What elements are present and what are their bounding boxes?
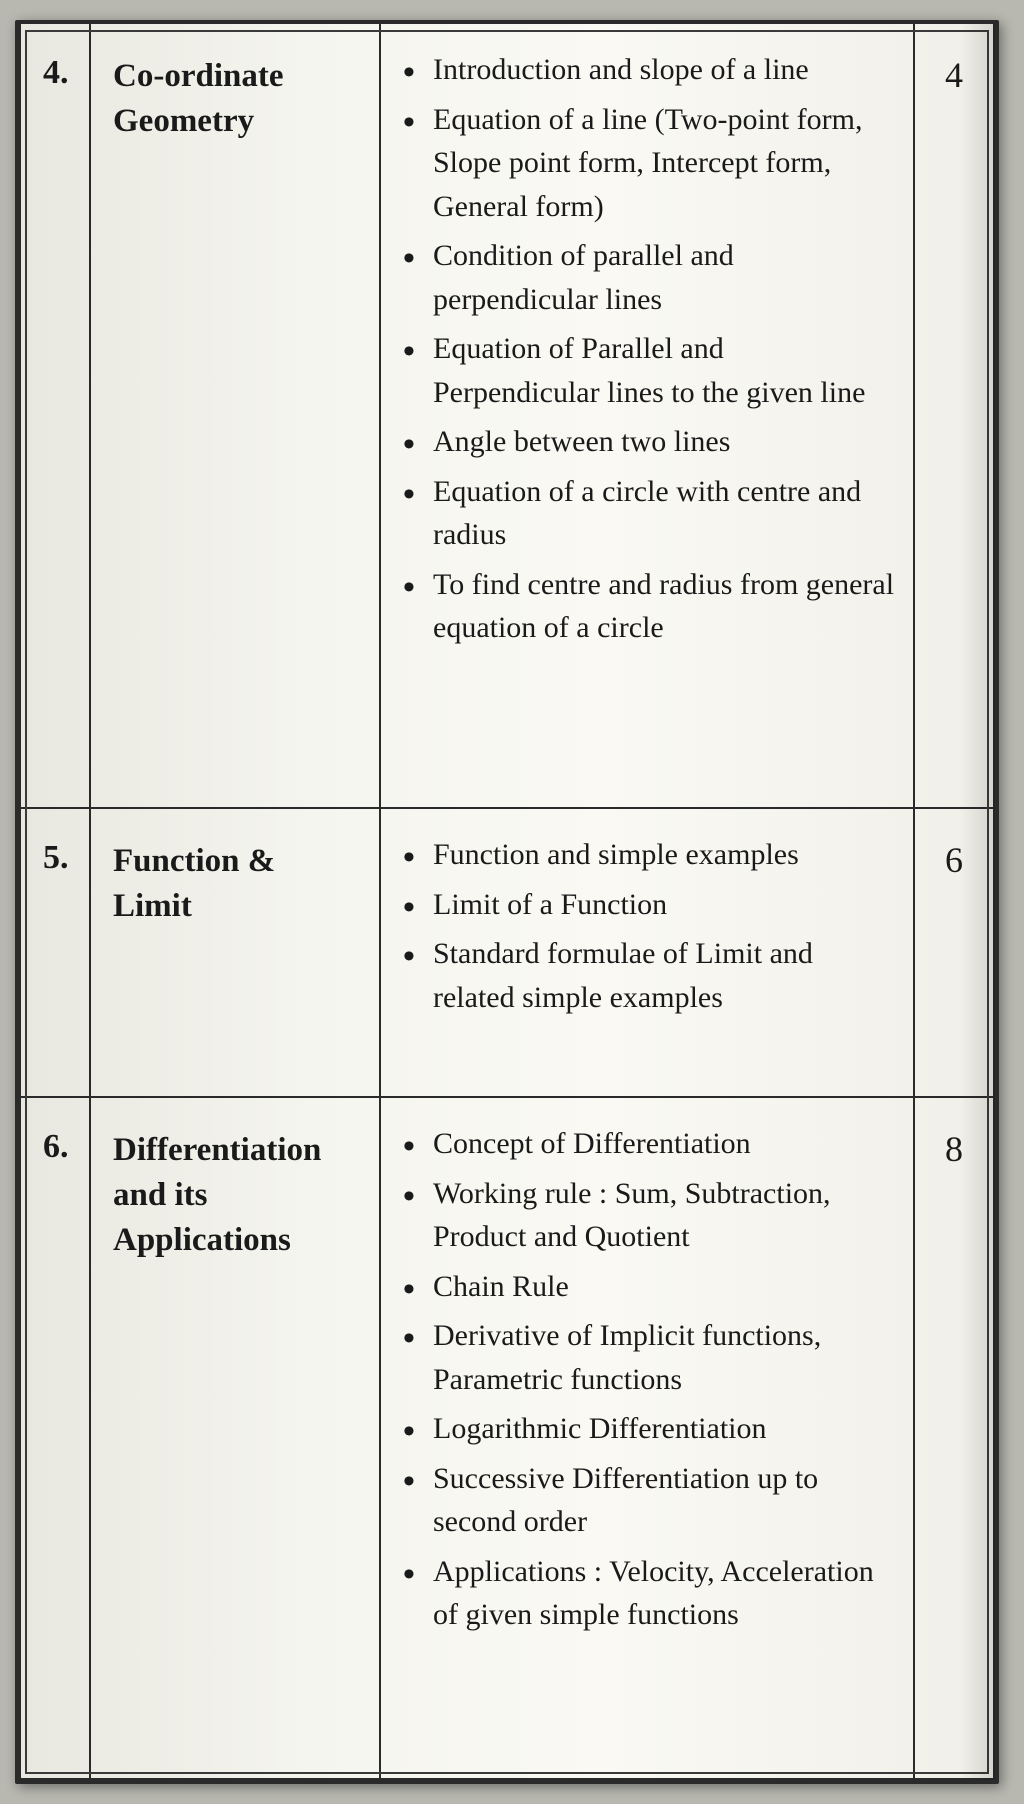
list-item: Derivative of Implicit functions, Parame… [395, 1314, 895, 1401]
list-item: Chain Rule [395, 1265, 895, 1309]
list-item: Angle between two lines [395, 420, 895, 464]
list-item: Condition of parallel and perpendicular … [395, 234, 895, 321]
list-item: Equation of a line (Two-point form, Slop… [395, 98, 895, 229]
list-item: Limit of a Function [395, 883, 895, 927]
list-item: Equation of a circle with centre and rad… [395, 470, 895, 557]
list-item: Standard formulae of Limit and related s… [395, 932, 895, 1019]
list-item: Concept of Differentiation [395, 1122, 895, 1166]
list-item: Function and simple examples [395, 833, 895, 877]
list-item: Applications : Velocity, Acceleration of… [395, 1550, 895, 1637]
content-list: Concept of Differentiation Working rule … [395, 1122, 895, 1637]
list-item: Working rule : Sum, Subtraction, Product… [395, 1172, 895, 1259]
syllabus-page: 4. Co-ordinate Geometry Introduction and… [15, 20, 999, 1784]
list-item: To find centre and radius from general e… [395, 563, 895, 650]
list-item: Equation of Parallel and Perpendicular l… [395, 327, 895, 414]
list-item: Logarithmic Differentiation [395, 1407, 895, 1451]
list-item: Successive Differentiation up to second … [395, 1457, 895, 1544]
list-item: Introduction and slope of a line [395, 48, 895, 92]
